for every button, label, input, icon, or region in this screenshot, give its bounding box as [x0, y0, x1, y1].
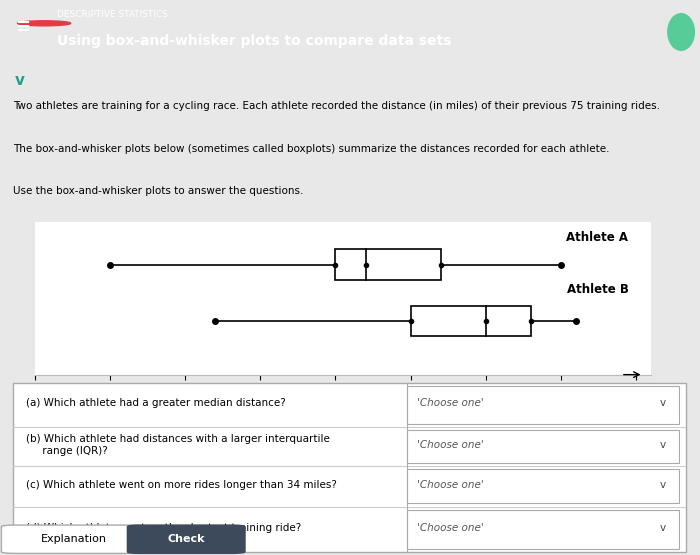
Text: Use the box-and-whisker plots to answer the questions.: Use the box-and-whisker plots to answer … — [13, 185, 303, 196]
Text: 'Choose one': 'Choose one' — [416, 440, 484, 450]
Bar — [407, 386, 679, 423]
Text: v: v — [15, 73, 25, 88]
Text: Two athletes are training for a cycling race. Each athlete recorded the distance: Two athletes are training for a cycling … — [13, 101, 659, 111]
Text: (b) Which athlete had distances with a larger interquartile
     range (IQR)?: (b) Which athlete had distances with a l… — [26, 434, 330, 456]
Bar — [411, 306, 531, 336]
Text: Athlete B: Athlete B — [566, 282, 629, 296]
Ellipse shape — [668, 14, 694, 51]
Bar — [407, 470, 679, 503]
Text: (a) Which athlete had a greater median distance?: (a) Which athlete had a greater median d… — [26, 398, 286, 408]
FancyBboxPatch shape — [127, 525, 245, 553]
Text: 'Choose one': 'Choose one' — [416, 398, 484, 408]
Text: v: v — [659, 398, 666, 408]
Bar — [335, 249, 441, 280]
Text: (c) Which athlete went on more rides longer than 34 miles?: (c) Which athlete went on more rides lon… — [26, 480, 337, 490]
Bar — [407, 510, 679, 549]
Text: 'Choose one': 'Choose one' — [416, 523, 484, 533]
Text: 'Choose one': 'Choose one' — [416, 480, 484, 490]
Text: Explanation: Explanation — [41, 534, 107, 544]
Text: v: v — [659, 440, 666, 450]
Text: (d) Which athlete went on the shortest training ride?: (d) Which athlete went on the shortest t… — [26, 523, 301, 533]
Text: The box-and-whisker plots below (sometimes called boxplots) summarize the distan: The box-and-whisker plots below (sometim… — [13, 144, 609, 154]
X-axis label: Distance (in miles): Distance (in miles) — [277, 400, 409, 413]
Text: ≡: ≡ — [15, 18, 31, 36]
Text: Using box-and-whisker plots to compare data sets: Using box-and-whisker plots to compare d… — [57, 34, 452, 48]
Text: DESCRIPTIVE STATISTICS: DESCRIPTIVE STATISTICS — [57, 10, 168, 19]
Text: Athlete A: Athlete A — [566, 231, 629, 244]
Text: v: v — [659, 480, 666, 490]
Text: Check: Check — [167, 534, 205, 544]
Circle shape — [18, 21, 71, 26]
FancyBboxPatch shape — [1, 525, 147, 553]
Text: v: v — [659, 523, 666, 533]
Bar — [407, 430, 679, 462]
